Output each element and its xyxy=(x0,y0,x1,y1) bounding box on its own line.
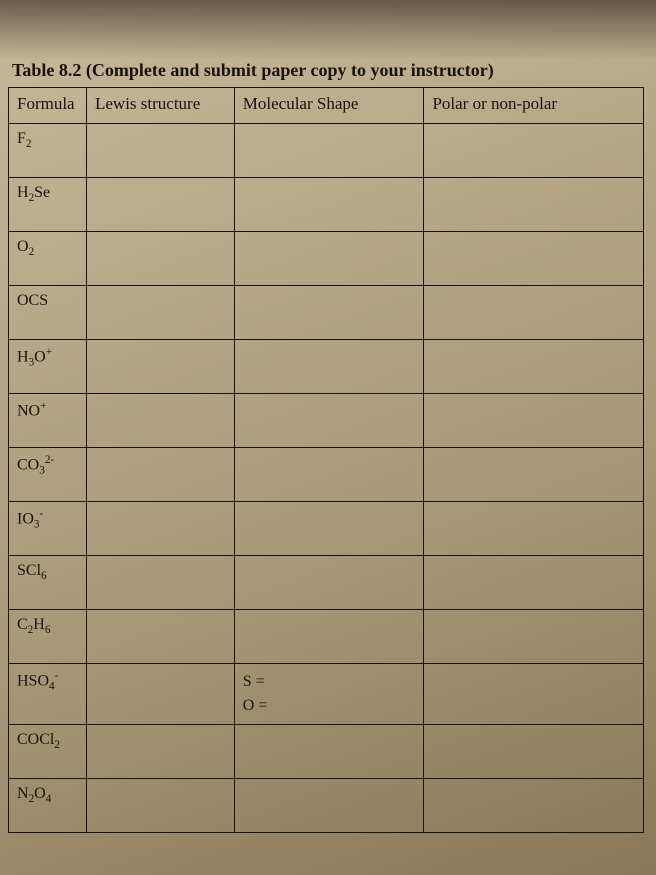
cell-lewis xyxy=(86,286,234,340)
table-row: OCS xyxy=(9,286,644,340)
header-row: Formula Lewis structure Molecular Shape … xyxy=(9,88,644,124)
cell-polar xyxy=(424,448,644,502)
cell-lewis xyxy=(86,232,234,286)
cell-polar xyxy=(424,779,644,833)
header-formula: Formula xyxy=(9,88,87,124)
table-row: SCl6 xyxy=(9,556,644,610)
cell-shape: S =O = xyxy=(234,664,424,725)
cell-shape xyxy=(234,286,424,340)
vignette-top xyxy=(0,0,656,60)
cell-shape xyxy=(234,725,424,779)
cell-formula: F2 xyxy=(9,124,87,178)
cell-lewis xyxy=(86,124,234,178)
cell-formula: H2Se xyxy=(9,178,87,232)
cell-lewis xyxy=(86,448,234,502)
cell-formula: H3O+ xyxy=(9,340,87,394)
cell-formula: C2H6 xyxy=(9,610,87,664)
worksheet-paper: Table 8.2 (Complete and submit paper cop… xyxy=(0,0,656,875)
table-row: IO3- xyxy=(9,502,644,556)
cell-polar xyxy=(424,124,644,178)
table-row: C2H6 xyxy=(9,610,644,664)
table-row: O2 xyxy=(9,232,644,286)
cell-lewis xyxy=(86,178,234,232)
table-row: NO+ xyxy=(9,394,644,448)
cell-lewis xyxy=(86,610,234,664)
cell-shape xyxy=(234,124,424,178)
cell-polar xyxy=(424,725,644,779)
cell-shape xyxy=(234,502,424,556)
cell-formula: O2 xyxy=(9,232,87,286)
table-row: H2Se xyxy=(9,178,644,232)
cell-lewis xyxy=(86,502,234,556)
cell-shape xyxy=(234,610,424,664)
cell-formula: N2O4 xyxy=(9,779,87,833)
table-title: Table 8.2 (Complete and submit paper cop… xyxy=(8,60,648,81)
table-row: H3O+ xyxy=(9,340,644,394)
cell-shape xyxy=(234,340,424,394)
cell-shape xyxy=(234,232,424,286)
cell-lewis xyxy=(86,779,234,833)
cell-shape xyxy=(234,394,424,448)
cell-formula: IO3- xyxy=(9,502,87,556)
cell-polar xyxy=(424,340,644,394)
cell-formula: COCl2 xyxy=(9,725,87,779)
header-shape: Molecular Shape xyxy=(234,88,424,124)
cell-shape xyxy=(234,178,424,232)
cell-polar xyxy=(424,394,644,448)
cell-lewis xyxy=(86,556,234,610)
table-row: COCl2 xyxy=(9,725,644,779)
cell-shape xyxy=(234,779,424,833)
cell-polar xyxy=(424,556,644,610)
cell-shape xyxy=(234,556,424,610)
cell-polar xyxy=(424,664,644,725)
table-row: F2 xyxy=(9,124,644,178)
cell-shape xyxy=(234,448,424,502)
cell-polar xyxy=(424,286,644,340)
header-lewis: Lewis structure xyxy=(86,88,234,124)
cell-polar xyxy=(424,502,644,556)
table-row: CO32- xyxy=(9,448,644,502)
cell-lewis xyxy=(86,664,234,725)
cell-formula: OCS xyxy=(9,286,87,340)
cell-polar xyxy=(424,610,644,664)
cell-lewis xyxy=(86,340,234,394)
cell-polar xyxy=(424,232,644,286)
cell-lewis xyxy=(86,725,234,779)
table-row: N2O4 xyxy=(9,779,644,833)
cell-formula: CO32- xyxy=(9,448,87,502)
worksheet-table: Formula Lewis structure Molecular Shape … xyxy=(8,87,644,833)
cell-lewis xyxy=(86,394,234,448)
header-polar: Polar or non-polar xyxy=(424,88,644,124)
cell-polar xyxy=(424,178,644,232)
cell-formula: NO+ xyxy=(9,394,87,448)
cell-formula: SCl6 xyxy=(9,556,87,610)
table-row: HSO4- S =O = xyxy=(9,664,644,725)
table-body: F2H2SeO2OCSH3O+NO+CO32-IO3-SCl6C2H6HSO4-… xyxy=(9,124,644,833)
cell-formula: HSO4- xyxy=(9,664,87,725)
